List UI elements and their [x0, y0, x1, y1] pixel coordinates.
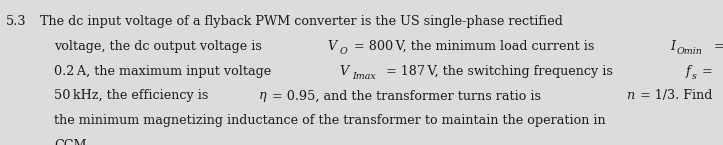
- Text: f: f: [685, 65, 690, 78]
- Text: = 1/3. Find: = 1/3. Find: [636, 89, 713, 103]
- Text: CCM.: CCM.: [54, 139, 91, 145]
- Text: V: V: [328, 40, 337, 53]
- Text: voltage, the dc output voltage is: voltage, the dc output voltage is: [54, 40, 266, 53]
- Text: n: n: [626, 89, 634, 103]
- Text: O: O: [340, 47, 347, 56]
- Text: = 187 V, the switching frequency is: = 187 V, the switching frequency is: [382, 65, 617, 78]
- Text: s: s: [691, 72, 696, 81]
- Text: I: I: [670, 40, 675, 53]
- Text: = 0.95, and the transformer turns ratio is: = 0.95, and the transformer turns ratio …: [268, 89, 545, 103]
- Text: 0.2 A, the maximum input voltage: 0.2 A, the maximum input voltage: [54, 65, 275, 78]
- Text: 5.3: 5.3: [6, 15, 26, 28]
- Text: Imax: Imax: [351, 72, 375, 81]
- Text: V: V: [340, 65, 349, 78]
- Text: =: =: [698, 65, 713, 78]
- Text: the minimum magnetizing inductance of the transformer to maintain the operation : the minimum magnetizing inductance of th…: [54, 114, 606, 127]
- Text: η: η: [259, 89, 266, 103]
- Text: = 800 V, the minimum load current is: = 800 V, the minimum load current is: [349, 40, 598, 53]
- Text: The dc input voltage of a flyback PWM converter is the US single-phase rectified: The dc input voltage of a flyback PWM co…: [33, 15, 563, 28]
- Text: 50 kHz, the efficiency is: 50 kHz, the efficiency is: [54, 89, 213, 103]
- Text: Omin: Omin: [677, 47, 702, 56]
- Text: =: =: [710, 40, 723, 53]
